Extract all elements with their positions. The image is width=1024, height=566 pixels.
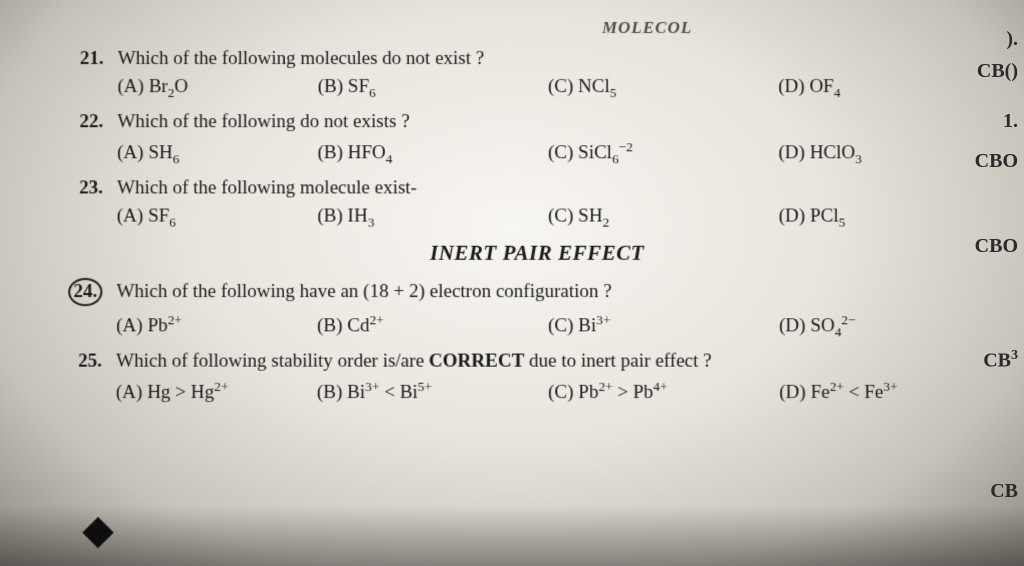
q24-number: 24.: [68, 278, 102, 306]
q23-opt-b: (B) IH3: [317, 205, 548, 230]
question-22: 22. Which of the following do not exists…: [69, 111, 1005, 167]
q22-opt-d: (D) HClO3: [778, 142, 968, 167]
q22-opt-c: (C) SiCl6−2: [548, 139, 779, 167]
q25-text: Which of following stability order is/ar…: [116, 350, 1006, 372]
q25-options: (A) Hg > Hg2+ (B) Bi3+ < Bi5+ (C) Pb2+ >…: [68, 379, 1007, 405]
q25-opt-a: (A) Hg > Hg2+: [116, 379, 317, 405]
diamond-bullet-icon: [82, 517, 113, 549]
q22-options: (A) SH6 (B) HFO4 (C) SiCl6−2 (D) HClO3: [69, 139, 1005, 167]
q22-opt-a: (A) SH6: [117, 142, 318, 167]
q24-options: (A) Pb2+ (B) Cd2+ (C) Bi3+ (D) SO42−: [68, 312, 1006, 340]
q24-opt-c: (C) Bi3+: [548, 312, 779, 338]
q22-text: Which of the following do not exists ?: [117, 111, 1005, 133]
q22-number: 22.: [69, 111, 103, 133]
q21-opt-b: (B) SF6: [318, 76, 548, 101]
page: MOLECOL 21. Which of the following molec…: [26, 0, 1024, 566]
q25-opt-b: (B) Bi3+ < Bi5+: [317, 379, 548, 405]
section-heading: INERT PAIR EFFECT: [68, 240, 1005, 265]
q21-opt-d: (D) OF4: [778, 76, 968, 101]
q23-number: 23.: [69, 177, 103, 199]
q23-opt-c: (C) SH2: [548, 205, 779, 230]
q24-text: Which of the following have an (18 + 2) …: [116, 281, 1006, 303]
q25-number: 25.: [68, 350, 102, 372]
question-23: 23. Which of the following molecule exis…: [69, 177, 1006, 230]
partial-header: MOLECOL: [290, 18, 1004, 38]
q21-text: Which of the following molecules do not …: [118, 48, 1005, 70]
q22-opt-b: (B) HFO4: [318, 142, 549, 167]
q21-options: (A) Br2O (B) SF6 (C) NCl5 (D) OF4: [69, 76, 1004, 101]
q21-opt-c: (C) NCl5: [548, 76, 778, 101]
q24-opt-b: (B) Cd2+: [317, 312, 548, 338]
q21-opt-a: (A) Br2O: [117, 76, 317, 101]
question-24: 24. Which of the following have an (18 +…: [68, 278, 1006, 341]
q23-opt-a: (A) SF6: [117, 205, 318, 230]
q23-text: Which of the following molecule exist-: [117, 177, 1005, 199]
q24-opt-d: (D) SO42−: [779, 312, 970, 340]
q23-opt-d: (D) PCl5: [779, 205, 970, 230]
q23-options: (A) SF6 (B) IH3 (C) SH2 (D) PCl5: [69, 205, 1006, 230]
q25-opt-c: (C) Pb2+ > Pb4+: [548, 379, 779, 405]
question-21: 21. Which of the following molecules do …: [69, 48, 1004, 101]
q21-number: 21.: [70, 48, 104, 70]
q24-opt-a: (A) Pb2+: [116, 312, 317, 338]
question-25: 25. Which of following stability order i…: [68, 350, 1007, 404]
q25-opt-d: (D) Fe2+ < Fe3+: [779, 379, 970, 405]
